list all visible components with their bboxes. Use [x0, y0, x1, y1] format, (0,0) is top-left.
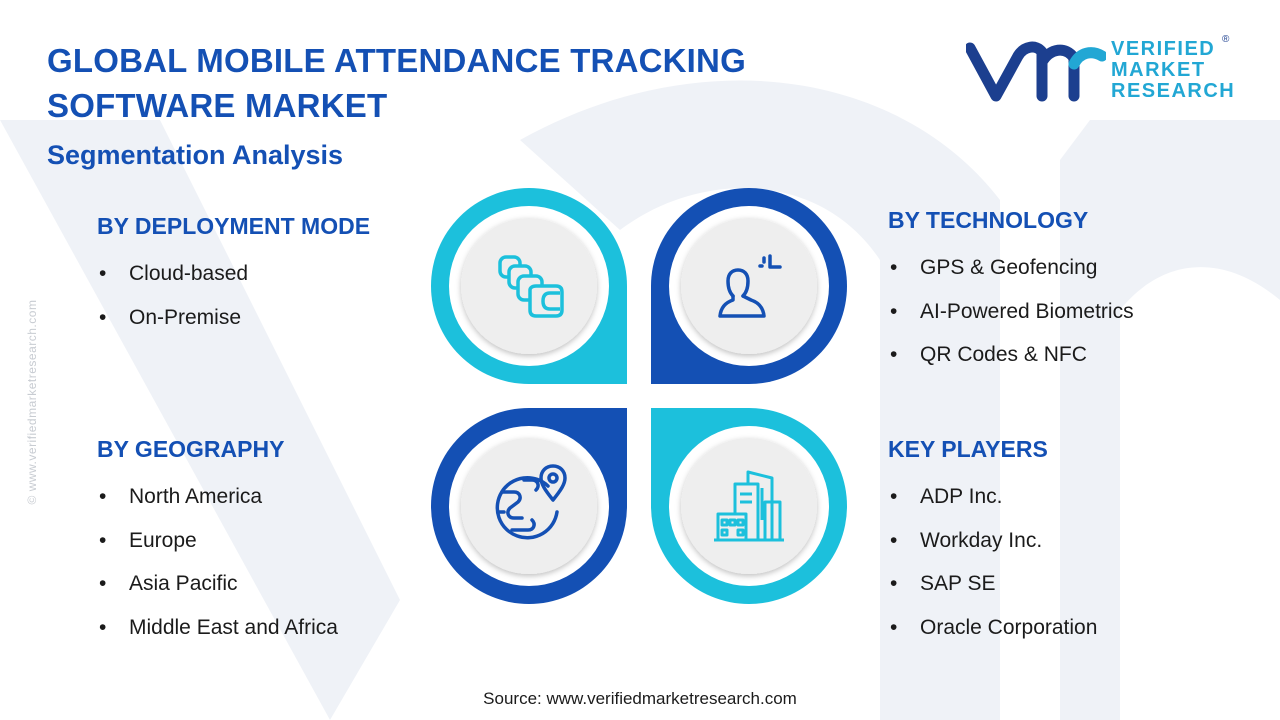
globe-location-icon [495, 464, 567, 540]
list-item: • North America [97, 475, 338, 519]
side-watermark: © www.verifiedmarketresearch.com [25, 299, 39, 505]
segment-heading: BY GEOGRAPHY [97, 436, 285, 462]
list-item: • Workday Inc. [888, 519, 1097, 563]
biometric-user-icon [718, 254, 782, 318]
list-item: • GPS & Geofencing [888, 246, 1134, 290]
list-item-label: Oracle Corporation [920, 615, 1098, 639]
list-item-label: ADP Inc. [920, 485, 1003, 508]
list-item-label: Cloud-based [129, 262, 249, 285]
list-item: • AI-Powered Biometrics [888, 290, 1134, 334]
list-item: • Europe [97, 519, 338, 563]
segment-heading: KEY PLAYERS [888, 436, 1048, 462]
segment-deployment-mode: BY DEPLOYMENT MODE • Cloud-based • On-Prem… [97, 213, 370, 339]
list-item-label: AI-Powered Biometrics [920, 299, 1134, 323]
list-item: • ADP Inc. [888, 475, 1097, 519]
petal-key-players [651, 408, 847, 604]
bullet: • [99, 262, 107, 285]
bullet: • [890, 299, 898, 323]
vmr-logo: VERIFIED MARKET RESEARCH ® [964, 34, 1241, 102]
list-item-label: North America [129, 485, 263, 508]
vmr-logo-mark [964, 41, 1108, 102]
bullet: • [890, 343, 898, 366]
list-item: • Oracle Corporation [888, 606, 1097, 650]
bullet: • [890, 615, 898, 639]
list-item-label: GPS & Geofencing [920, 256, 1098, 279]
bullet: • [890, 572, 898, 595]
logo-wordmark: VERIFIED MARKET RESEARCH [1111, 39, 1235, 102]
logo-line-market: MARKET [1111, 59, 1206, 81]
list-item-label: Workday Inc. [920, 528, 1043, 552]
bullet: • [99, 528, 107, 552]
page-subtitle: Segmentation Analysis [47, 140, 344, 170]
list-item: • Asia Pacific [97, 562, 338, 606]
bullet: • [890, 528, 898, 552]
list-item-label: Middle East and Africa [129, 615, 338, 639]
segment-heading: BY TECHNOLOGY [888, 207, 1089, 233]
list-item-label: Europe [129, 528, 197, 552]
registered-mark: ® [1222, 34, 1230, 45]
segment-geography: BY GEOGRAPHY • North America • Europe • Asi… [97, 436, 338, 649]
petal-geography [431, 408, 627, 604]
list-item: • SAP SE [888, 562, 1097, 606]
bullet: • [99, 615, 107, 639]
logo-line-research: RESEARCH [1111, 80, 1236, 102]
segment-technology: BY TECHNOLOGY • GPS & Geofencing • AI-Powe… [888, 207, 1134, 377]
list-item: • Cloud-based [97, 252, 370, 296]
bullet: • [99, 305, 107, 329]
bullet: • [99, 572, 107, 595]
bullet: • [99, 485, 107, 508]
list-item: • Middle East and Africa [97, 606, 338, 650]
list-item-label: QR Codes & NFC [920, 343, 1087, 366]
segment-key-players: KEY PLAYERS • ADP Inc. • Workday Inc. • SAP… [888, 436, 1097, 649]
bullet: • [890, 256, 898, 279]
bullet: • [890, 485, 898, 508]
logo-line-verified: VERIFIED [1111, 38, 1216, 60]
source-footer: Source: www.verifiedmarketresearch.com [483, 689, 797, 708]
petal-deployment [431, 188, 627, 384]
list-item-label: Asia Pacific [129, 572, 238, 595]
segmentation-diagram [431, 188, 847, 604]
office-buildings-icon [714, 470, 784, 542]
page-title: GLOBAL MOBILE ATTENDANCE TRACKING SOFTWA… [47, 42, 746, 124]
petal-technology [651, 188, 847, 384]
list-item: • On-Premise [97, 296, 370, 340]
segment-heading: BY DEPLOYMENT MODE [97, 213, 371, 239]
list-item-label: On-Premise [129, 305, 242, 329]
list-item-label: SAP SE [920, 572, 996, 595]
list-item: • QR Codes & NFC [888, 333, 1134, 377]
cloud-stack-icon [498, 255, 564, 318]
